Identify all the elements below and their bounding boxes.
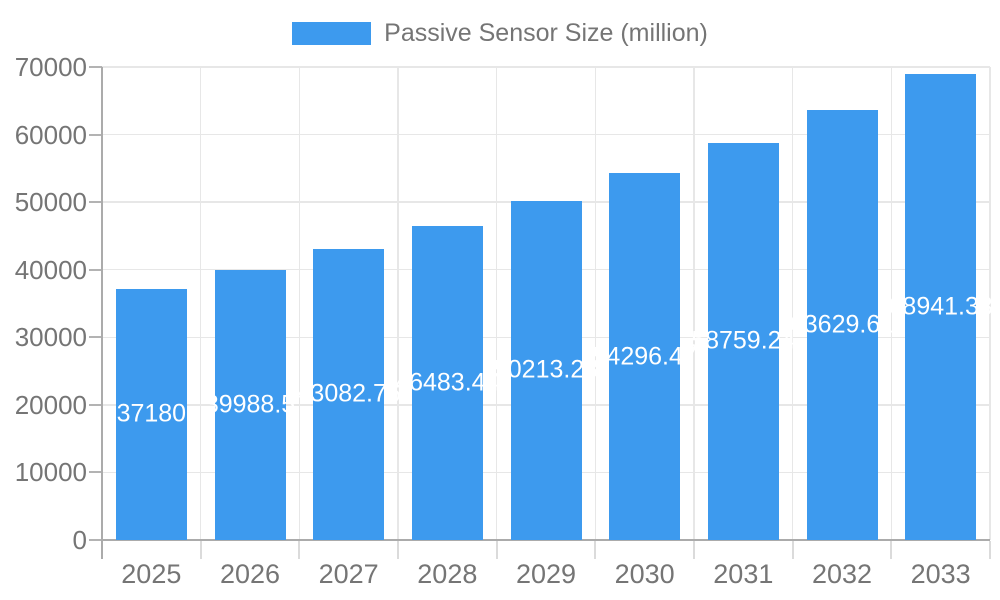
bar[interactable] xyxy=(313,248,385,540)
y-tick-label: 70000 xyxy=(14,52,87,82)
v-gridline xyxy=(594,67,597,540)
x-tick xyxy=(397,541,399,559)
x-tick xyxy=(298,541,301,559)
x-tick xyxy=(594,541,597,559)
bar-value-label: 54296.47 xyxy=(592,342,697,371)
bar-value-label: 39988.5 xyxy=(204,390,296,419)
y-tick xyxy=(89,403,102,406)
bar-value-label: 58759.24 xyxy=(691,326,796,355)
bar[interactable] xyxy=(609,173,681,540)
v-gridline xyxy=(298,67,301,540)
x-tick-label: 2027 xyxy=(318,559,379,589)
x-tick-label: 2029 xyxy=(515,559,577,589)
x-tick xyxy=(791,541,794,559)
v-gridline xyxy=(199,67,202,540)
bar[interactable] xyxy=(115,288,187,540)
v-gridline xyxy=(989,67,991,540)
y-axis-line xyxy=(100,67,103,559)
bar[interactable] xyxy=(707,142,779,540)
y-tick xyxy=(89,336,102,339)
x-tick xyxy=(989,541,991,559)
x-tick-label: 2026 xyxy=(219,559,281,589)
y-tick-label: 20000 xyxy=(14,389,87,420)
y-tick-label: 50000 xyxy=(14,187,87,218)
y-tick-label: 0 xyxy=(72,525,87,555)
v-gridline xyxy=(890,67,893,540)
x-tick xyxy=(890,541,893,559)
h-gridline xyxy=(102,66,990,68)
x-tick-label: 2032 xyxy=(811,559,873,589)
x-tick xyxy=(495,541,498,559)
y-tick-label: 40000 xyxy=(14,254,87,285)
y-tick xyxy=(89,268,102,271)
legend-label: Passive Sensor Size (million) xyxy=(384,18,708,47)
y-tick xyxy=(89,201,102,204)
bar-value-label: 63629.61 xyxy=(789,310,895,339)
x-tick-label: 2030 xyxy=(614,559,675,589)
y-tick-label: 60000 xyxy=(14,119,87,150)
y-tick xyxy=(89,471,102,474)
bar[interactable] xyxy=(214,269,286,540)
y-tick xyxy=(89,66,102,68)
bar[interactable] xyxy=(510,200,582,540)
v-gridline xyxy=(693,67,695,540)
legend[interactable]: Passive Sensor Size (million) xyxy=(0,18,1000,47)
x-axis-line xyxy=(100,539,990,541)
v-gridline xyxy=(791,67,794,540)
x-tick-label: 2033 xyxy=(910,559,971,589)
bar[interactable] xyxy=(411,225,483,540)
bar-value-label: 37180 xyxy=(116,399,187,428)
x-tick-label: 2025 xyxy=(121,559,182,589)
bar-value-label: 46483.44 xyxy=(395,368,500,397)
y-tick xyxy=(89,539,102,541)
v-gridline xyxy=(397,67,399,540)
bar-value-label: 50213.28 xyxy=(493,355,599,384)
bar-value-label: 43082.76 xyxy=(296,379,401,408)
x-tick xyxy=(199,541,202,559)
y-tick xyxy=(89,133,102,136)
x-tick xyxy=(693,541,695,559)
bar[interactable] xyxy=(806,110,878,540)
y-tick-label: 30000 xyxy=(14,322,87,353)
y-tick-label: 10000 xyxy=(14,457,87,488)
x-tick-label: 2031 xyxy=(713,559,774,589)
h-gridline xyxy=(102,133,990,136)
x-tick-label: 2028 xyxy=(417,559,478,589)
v-gridline xyxy=(495,67,498,540)
bar-value-label: 68941.33 xyxy=(888,292,993,321)
legend-swatch xyxy=(292,21,372,45)
bar[interactable] xyxy=(905,74,977,540)
